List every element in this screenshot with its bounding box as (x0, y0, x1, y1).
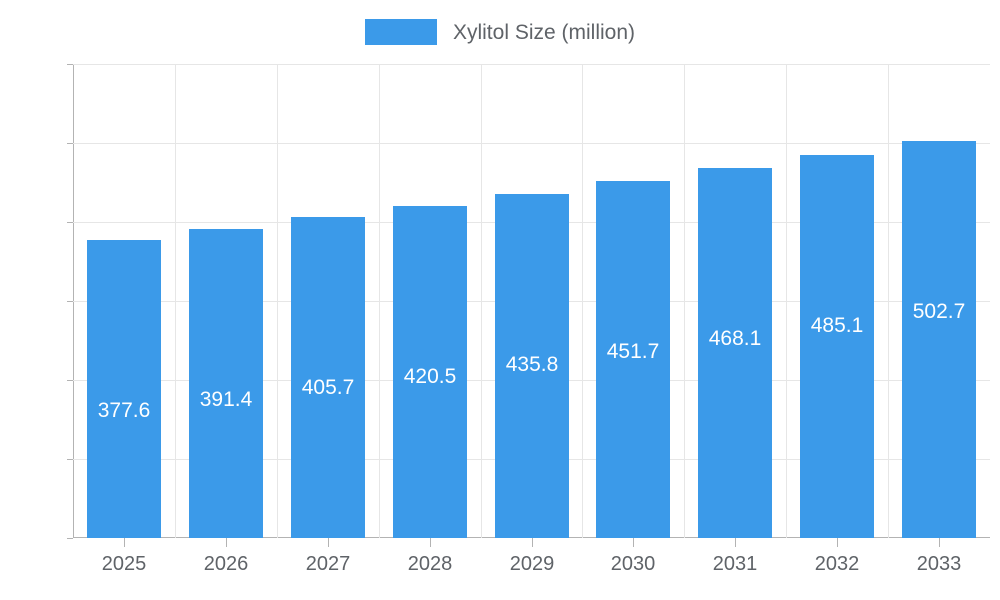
gridline-vertical (277, 64, 278, 538)
y-axis-tick-mark (67, 459, 73, 460)
bar[interactable] (291, 217, 365, 538)
x-axis-tick-label: 2028 (407, 553, 453, 575)
x-axis-tick-label: 2032 (814, 553, 860, 575)
x-axis-tick-mark (939, 538, 940, 547)
x-axis-tick-mark (226, 538, 227, 547)
x-axis-tick-mark (633, 538, 634, 547)
gridline-horizontal (73, 64, 990, 65)
bar[interactable] (189, 229, 263, 538)
bar[interactable] (87, 240, 161, 538)
x-axis-tick-label: 2029 (509, 553, 555, 575)
x-axis-tick-mark (328, 538, 329, 547)
chart-legend: Xylitol Size (million) (0, 14, 1000, 50)
gridline-vertical (684, 64, 685, 538)
gridline-horizontal (73, 143, 990, 144)
bar[interactable] (698, 168, 772, 538)
plot-area: 0100200300400500600377.62025391.42026405… (67, 64, 990, 574)
gridline-vertical (888, 64, 889, 538)
bar[interactable] (800, 155, 874, 538)
legend-label[interactable]: Xylitol Size (million) (452, 20, 636, 44)
y-axis-tick-mark (67, 301, 73, 302)
x-axis-tick-label: 2031 (712, 553, 758, 575)
y-axis-tick-mark (67, 538, 73, 539)
gridline-vertical (481, 64, 482, 538)
gridline-vertical (175, 64, 176, 538)
x-axis-tick-mark (430, 538, 431, 547)
bar[interactable] (596, 181, 670, 538)
x-axis-tick-label: 2030 (610, 553, 656, 575)
x-axis-tick-label: 2025 (101, 553, 147, 575)
bar[interactable] (902, 141, 976, 538)
x-axis-tick-mark (124, 538, 125, 547)
x-axis-tick-mark (735, 538, 736, 547)
gridline-vertical (379, 64, 380, 538)
bar[interactable] (393, 206, 467, 538)
x-axis-tick-mark (837, 538, 838, 547)
y-axis-tick-mark (67, 222, 73, 223)
x-axis-tick-label: 2033 (916, 553, 962, 575)
y-axis-tick-mark (67, 380, 73, 381)
gridline-vertical (786, 64, 787, 538)
legend-color-swatch[interactable] (364, 19, 437, 45)
bar[interactable] (495, 194, 569, 538)
y-axis-tick-mark (67, 64, 73, 65)
y-axis-tick-mark (67, 143, 73, 144)
gridline-vertical (582, 64, 583, 538)
x-axis-tick-label: 2026 (203, 553, 249, 575)
x-axis-tick-mark (532, 538, 533, 547)
x-axis-tick-label: 2027 (305, 553, 351, 575)
